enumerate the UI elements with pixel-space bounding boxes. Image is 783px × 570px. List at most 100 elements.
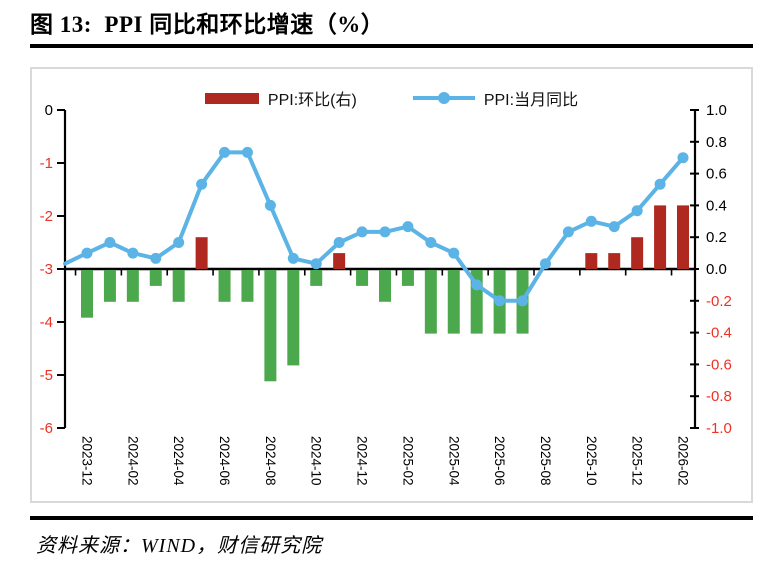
left-tick-label: -4	[40, 314, 53, 331]
bar	[264, 270, 277, 382]
line-marker	[173, 237, 185, 248]
source-note: 资料来源：WIND，财信研究院	[36, 535, 323, 557]
bar-legend-label: PPI:环比(右)	[267, 92, 357, 109]
x-label: 2025-04	[446, 436, 461, 486]
line-marker	[333, 237, 345, 248]
mom-bars	[81, 205, 689, 382]
bar	[356, 270, 369, 286]
x-label: 2024-04	[171, 436, 186, 486]
page-title: 图 13: PPI 同比和环比增速（%）	[30, 12, 385, 37]
legend-item-yoy: PPI:当月同比	[412, 86, 579, 110]
line-marker	[402, 221, 414, 233]
x-label: 2024-08	[263, 436, 278, 486]
right-tick-label: 0.0	[706, 261, 727, 278]
x-axis-labels: 2023-12 2024-02 2024-04 2024-06 2024-08 2024-…	[80, 436, 691, 486]
left-tick-label: -2	[40, 208, 53, 225]
left-tick-label: -5	[40, 367, 53, 384]
bar	[333, 253, 346, 269]
line-marker	[127, 247, 139, 259]
left-tick-label: -1	[40, 155, 53, 172]
bar	[401, 270, 414, 286]
chart-panel: 0 -1 -2 -3 -4 -5 -6 1.0 0.8 0.6 0.4 0.2 0.0 -0.2 -0.4 -…	[30, 67, 753, 503]
line-marker	[310, 258, 322, 270]
ppi-chart-canvas: 0 -1 -2 -3 -4 -5 -6 1.0 0.8 0.6 0.4 0.2 0.0 -0.2 -0.4 -…	[40, 102, 732, 486]
bar	[654, 205, 667, 269]
left-tick-label: -3	[40, 261, 53, 278]
left-axis: 0 -1 -2 -3 -4 -5 -6	[40, 102, 67, 437]
x-label: 2024-06	[217, 436, 232, 486]
line-marker	[425, 237, 437, 248]
right-tick-label: -0.8	[706, 388, 732, 405]
right-tick-label: -0.4	[706, 325, 732, 342]
bar	[310, 270, 323, 286]
bar	[126, 270, 139, 302]
line-marker	[562, 226, 574, 238]
title-underline	[30, 44, 753, 48]
line-marker	[287, 252, 299, 264]
bar	[631, 237, 644, 269]
bar	[81, 270, 93, 318]
right-tick-label: 1.0	[706, 102, 727, 119]
right-tick-label: -1.0	[706, 420, 732, 437]
bar	[424, 270, 437, 334]
bar	[379, 270, 391, 302]
yoy-line	[63, 146, 689, 307]
line-marker	[448, 247, 460, 259]
x-label: 2024-12	[355, 436, 370, 486]
bar	[608, 253, 621, 269]
right-tick-label: 0.6	[706, 166, 727, 183]
bar	[172, 270, 185, 302]
line-marker	[585, 215, 597, 227]
bar	[149, 270, 162, 286]
bar-legend-swatch	[204, 92, 259, 104]
line-marker	[471, 279, 483, 291]
line-marker	[241, 146, 253, 158]
bar	[447, 270, 460, 334]
bar	[287, 270, 300, 366]
x-label: 2026-02	[676, 436, 691, 486]
x-label: 2025-12	[630, 436, 645, 486]
bar	[241, 270, 254, 302]
line-marker	[219, 146, 231, 158]
right-tick-label: 0.2	[706, 229, 727, 246]
line-legend-swatch	[412, 92, 475, 104]
x-label: 2024-02	[125, 436, 140, 486]
line-marker	[264, 199, 276, 211]
line-marker	[150, 252, 162, 264]
line-legend-label: PPI:当月同比	[483, 92, 579, 109]
line-marker	[517, 295, 529, 307]
right-tick-label: 0.4	[706, 197, 727, 214]
bar	[195, 237, 208, 269]
x-label: 2025-06	[492, 436, 507, 486]
right-axis: 1.0 0.8 0.6 0.4 0.2 0.0 -0.2 -0.4 -0.6 -0.8 -1.0	[690, 102, 732, 437]
source-divider	[30, 516, 753, 520]
left-tick-label: 0	[45, 102, 53, 119]
x-label: 2023-12	[80, 436, 95, 486]
x-label: 2025-10	[584, 436, 599, 486]
line-marker	[104, 237, 116, 248]
right-tick-label: 0.8	[706, 134, 727, 151]
line-marker	[608, 221, 620, 233]
x-label: 2024-10	[309, 436, 324, 486]
x-label: 2025-08	[538, 436, 553, 486]
left-tick-label: -6	[40, 420, 53, 437]
line-marker	[677, 152, 689, 164]
chart-legend: PPI:环比(右) PPI:当月同比	[32, 86, 751, 110]
bar	[103, 270, 116, 302]
x-label: 2025-02	[400, 436, 415, 486]
line-marker	[494, 295, 506, 307]
legend-item-mom: PPI:环比(右)	[204, 86, 357, 110]
right-tick-label: -0.2	[706, 293, 732, 310]
line-marker	[539, 258, 551, 270]
line-marker	[379, 226, 391, 238]
line-marker	[654, 178, 666, 190]
line-legend-marker-icon	[437, 92, 450, 104]
line-marker	[356, 226, 368, 238]
bar	[677, 205, 689, 269]
bar	[585, 253, 598, 269]
yoy-polyline	[63, 150, 685, 303]
line-marker	[196, 178, 208, 190]
line-marker	[81, 247, 93, 259]
line-marker	[631, 205, 643, 217]
